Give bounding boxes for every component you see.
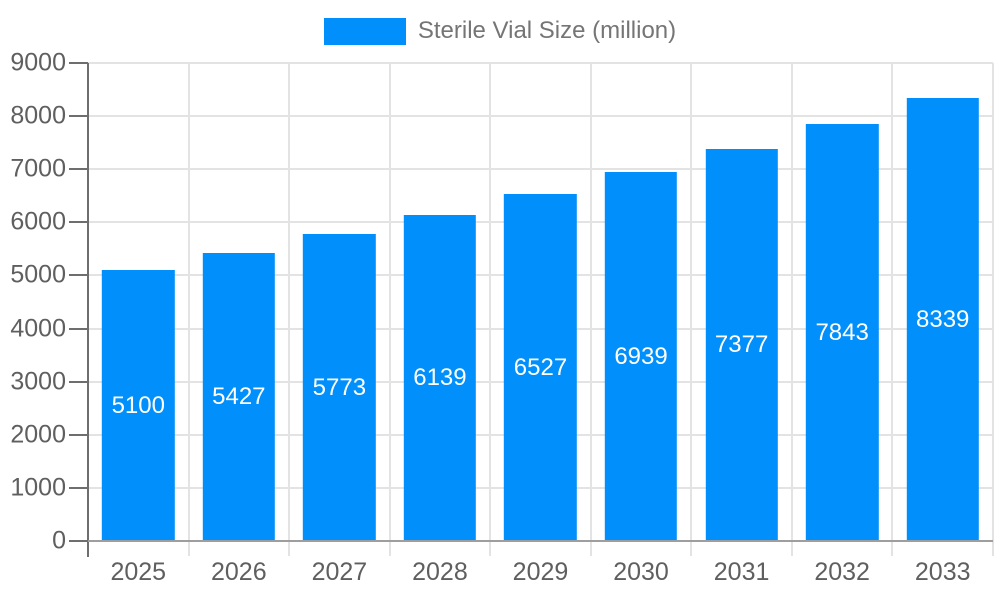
v-gridline bbox=[790, 63, 793, 556]
legend-swatch bbox=[323, 17, 406, 45]
bar[interactable]: 7377 bbox=[705, 149, 778, 541]
y-axis-tick bbox=[69, 486, 88, 489]
category-column: 5773 2027 bbox=[289, 63, 390, 586]
category-column: 6939 2030 bbox=[591, 63, 692, 586]
bar-value-label: 5100 bbox=[111, 391, 165, 419]
y-axis-tick bbox=[69, 433, 88, 436]
category-column: 6139 2028 bbox=[390, 63, 491, 586]
y-axis-tick-label: 2000 bbox=[10, 420, 66, 449]
v-gridline bbox=[489, 63, 492, 556]
y-axis-tick bbox=[69, 62, 88, 64]
bar-value-label: 6139 bbox=[413, 363, 467, 391]
bar-value-label: 7377 bbox=[714, 331, 769, 359]
x-axis-line bbox=[88, 540, 993, 542]
bar[interactable]: 6139 bbox=[403, 214, 477, 541]
bar[interactable]: 8339 bbox=[906, 98, 979, 541]
v-gridline bbox=[690, 63, 693, 556]
category-column: 5100 2025 bbox=[88, 63, 189, 586]
plot-area: 0 1000 2000 3000 4000 5000 6000 7000 8000 9000 510… bbox=[10, 49, 994, 586]
x-axis-tick-label: 2033 bbox=[914, 558, 971, 586]
y-axis-tick-label: 5000 bbox=[10, 260, 66, 289]
y-axis-tick bbox=[69, 115, 88, 118]
y-axis-tick bbox=[69, 327, 88, 330]
y-axis-tick-label: 7000 bbox=[10, 154, 66, 183]
x-axis-tick-label: 2026 bbox=[211, 558, 267, 586]
y-axis-tick bbox=[69, 380, 88, 383]
bar[interactable]: 6527 bbox=[504, 194, 577, 541]
category-column: 7843 2032 bbox=[792, 63, 893, 586]
bar[interactable]: 5773 bbox=[303, 234, 376, 541]
y-axis-tick-label: 9000 bbox=[10, 48, 66, 77]
bar[interactable]: 6939 bbox=[604, 172, 678, 541]
y-axis-tick-label: 8000 bbox=[10, 101, 66, 130]
bar-value-label: 6939 bbox=[614, 342, 668, 370]
y-axis-tick bbox=[69, 168, 88, 171]
x-axis-tick-label: 2029 bbox=[512, 558, 569, 586]
bar-value-label: 5773 bbox=[312, 373, 367, 401]
v-gridline bbox=[891, 63, 894, 556]
v-gridline bbox=[388, 63, 391, 556]
y-axis-tick-label: 1000 bbox=[10, 473, 66, 502]
h-gridline bbox=[88, 168, 993, 171]
x-axis-tick-label: 2027 bbox=[311, 558, 368, 586]
category-column: 7377 2031 bbox=[691, 63, 792, 586]
legend[interactable]: Sterile Vial Size (million) bbox=[0, 17, 1000, 45]
category-column: 8339 2033 bbox=[892, 63, 993, 586]
x-axis-tick-label: 2032 bbox=[814, 558, 870, 586]
legend-label: Sterile Vial Size (million) bbox=[417, 17, 677, 44]
y-axis-tick-label: 3000 bbox=[10, 367, 66, 396]
x-axis-tick-label: 2030 bbox=[613, 558, 669, 586]
v-gridline bbox=[992, 63, 994, 556]
bar[interactable]: 7843 bbox=[805, 124, 879, 541]
v-gridline bbox=[288, 63, 291, 556]
x-axis-tick-label: 2031 bbox=[713, 558, 770, 586]
v-gridline bbox=[589, 63, 592, 556]
h-gridline bbox=[88, 62, 993, 64]
x-axis-tick-label: 2028 bbox=[412, 558, 468, 586]
x-axis-tick-label: 2025 bbox=[110, 558, 167, 586]
bar[interactable]: 5427 bbox=[202, 252, 276, 541]
category-column: 6527 2029 bbox=[490, 63, 591, 586]
y-axis-line bbox=[87, 63, 89, 557]
y-axis-tick bbox=[69, 221, 88, 224]
bar[interactable]: 5100 bbox=[102, 270, 175, 541]
y-axis-tick bbox=[69, 540, 88, 542]
y-axis-tick-label: 4000 bbox=[10, 314, 66, 343]
y-axis-tick-label: 0 bbox=[52, 526, 66, 555]
bar-value-label: 6527 bbox=[513, 353, 568, 381]
y-axis-tick bbox=[69, 274, 88, 277]
bar-value-label: 8339 bbox=[916, 305, 970, 333]
category-column: 5427 2026 bbox=[189, 63, 290, 586]
bar-value-label: 7843 bbox=[815, 318, 869, 346]
bar-value-label: 5427 bbox=[212, 382, 266, 410]
v-gridline bbox=[187, 63, 190, 556]
y-axis-tick-label: 6000 bbox=[10, 207, 66, 236]
h-gridline bbox=[88, 115, 993, 118]
